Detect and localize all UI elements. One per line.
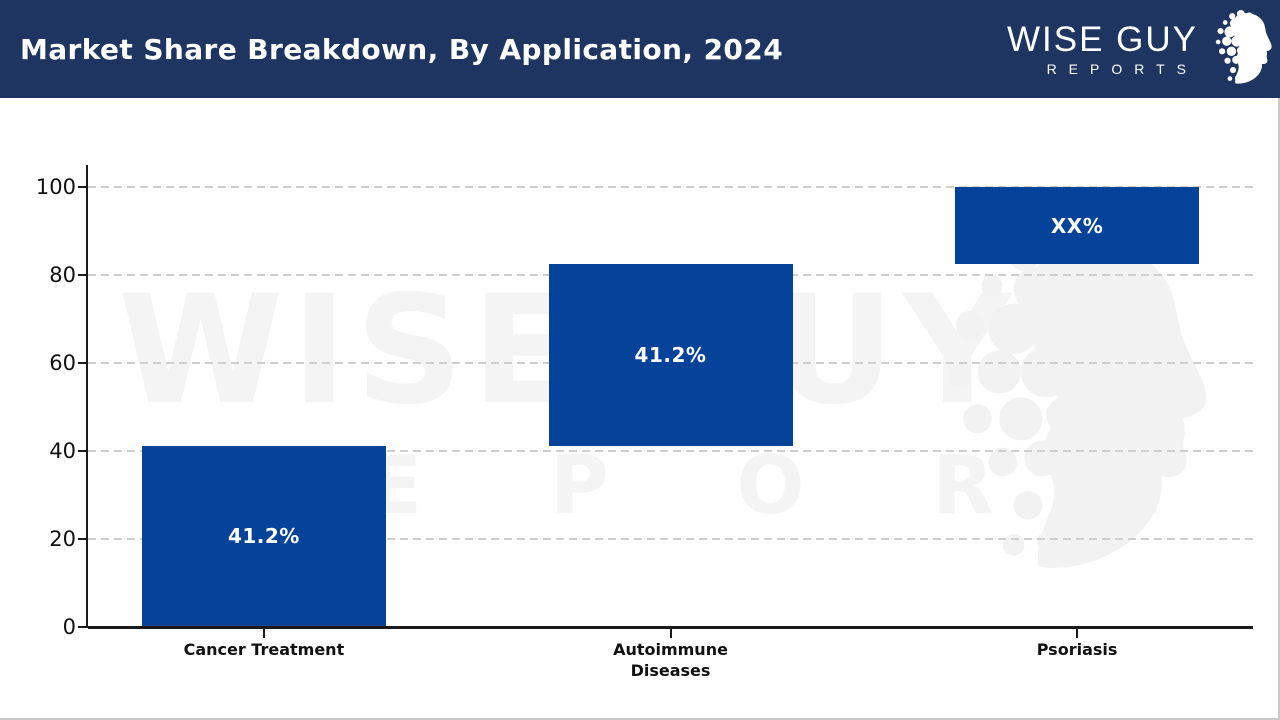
y-tick-label-0: 0: [62, 615, 76, 639]
gridline-40: [88, 450, 1253, 452]
page-title: Market Share Breakdown, By Application, …: [20, 33, 784, 66]
wiseguy-logo: WISE GUY REPORTS: [1007, 6, 1272, 92]
chart-area: WISE GUY R E P O R T S 41.2%41.2%XX% 020…: [0, 98, 1280, 720]
y-tick-label-40: 40: [49, 439, 76, 463]
bar-value-label: 41.2%: [227, 524, 300, 549]
x-category-label: Autoimmune Diseases: [613, 640, 728, 680]
y-tick-label-60: 60: [49, 351, 76, 375]
bar-value-label: XX%: [1050, 213, 1104, 238]
header-banner: Market Share Breakdown, By Application, …: [0, 0, 1280, 98]
logo-face-icon: [1194, 7, 1272, 91]
plot-area: 41.2% 41.2% XX%: [88, 186, 1253, 627]
logo-wordmark: WISE GUY: [1006, 19, 1198, 59]
x-axis-line: [88, 626, 1253, 629]
bar-value-label: 41.2%: [634, 343, 707, 368]
y-tick-label-100: 100: [35, 175, 76, 199]
bar-segment: XX%: [955, 187, 1200, 265]
bar-segment: 41.2%: [548, 264, 793, 446]
x-tick-mark: [1076, 629, 1079, 638]
gridline-100: [88, 186, 1253, 188]
y-axis-line: [86, 165, 88, 628]
logo-subtitle: REPORTS: [1046, 60, 1198, 77]
x-category-label: Psoriasis: [1036, 640, 1118, 659]
bar-segment: 41.2%: [141, 445, 386, 627]
y-tick-label-80: 80: [49, 263, 76, 287]
y-tick-mark-0: [78, 626, 86, 628]
x-tick-mark: [262, 629, 265, 638]
y-tick-label-20: 20: [49, 527, 76, 551]
x-tick-mark: [669, 629, 672, 638]
logo-text: WISE GUY REPORTS: [1006, 19, 1198, 78]
y-tick-mark-100: [78, 186, 86, 188]
y-tick-mark-80: [78, 274, 86, 276]
y-tick-mark-20: [78, 538, 86, 540]
gridline-20: [88, 538, 1253, 540]
y-tick-mark-40: [78, 450, 86, 452]
x-category-label: Cancer Treatment: [183, 640, 345, 659]
y-tick-mark-60: [78, 362, 86, 364]
